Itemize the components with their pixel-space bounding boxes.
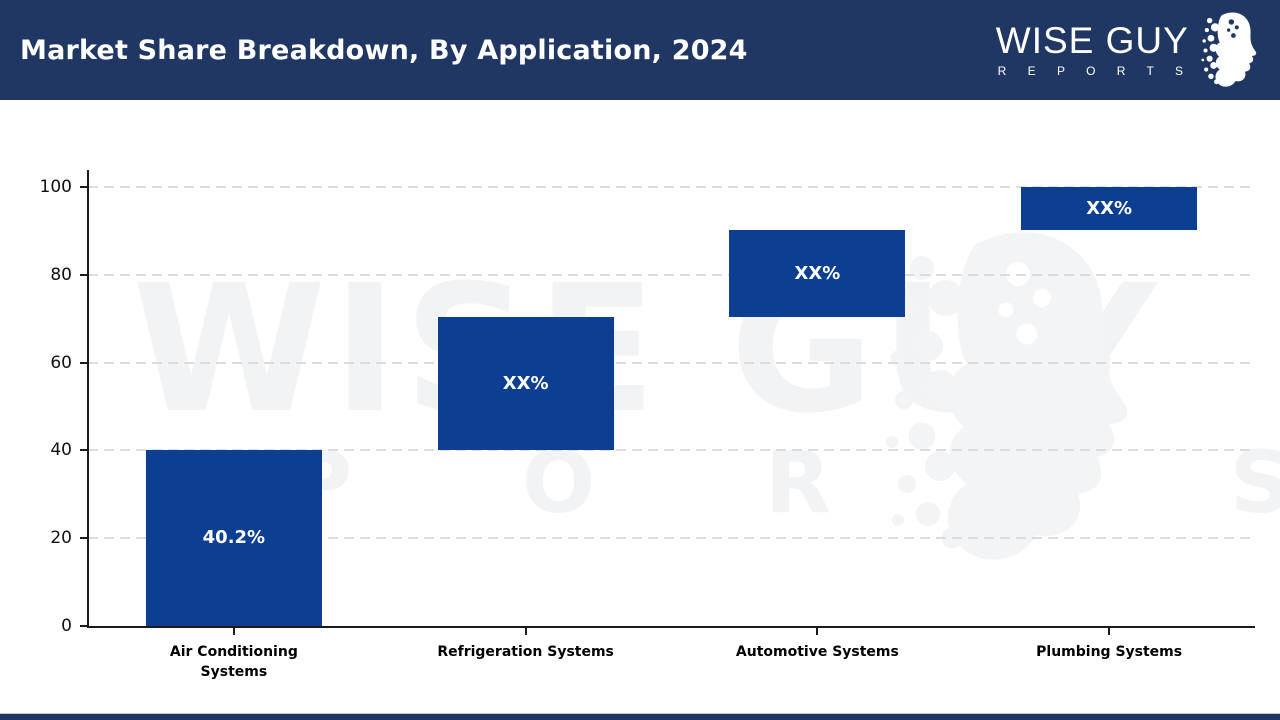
x-tick-mark [232,628,235,635]
x-category-label: Air Conditioning Systems [169,644,298,680]
gridline [88,537,1255,540]
bar-value-label: 40.2% [202,527,266,549]
x-tick-mark [524,628,527,635]
y-tick-label: 20 [50,528,72,549]
gridline [88,361,1255,364]
y-tick-mark [80,186,88,188]
bar-segment: 40.2% [145,449,322,626]
x-category-label: Automotive Systems [735,644,899,660]
x-category-label: Refrigeration Systems [437,644,614,660]
bar-value-label: XX% [502,372,549,394]
x-tick-mark [816,628,819,635]
y-axis-line [87,170,89,628]
x-axis-line [87,626,1255,628]
y-tick-label: 60 [50,352,72,373]
y-tick-mark [80,449,88,452]
gridline [88,449,1255,452]
x-category-label: Plumbing Systems [1036,644,1183,660]
header: Market Share Breakdown, By Application, … [0,0,1280,100]
bar-value-label: XX% [1086,198,1133,219]
brand-face-icon [1196,11,1264,90]
brand-wordmark: WISE GUY R E P O R T S [993,22,1192,78]
bar-segment: XX% [437,316,614,450]
brand-subtext: R E P O R T S [997,64,1192,78]
x-tick-mark [1108,628,1111,635]
bar-segment: XX% [729,230,906,317]
y-tick-label: 80 [50,264,72,285]
y-tick-label: 100 [39,177,72,197]
bar-value-label: XX% [794,262,841,284]
y-tick-label: 0 [61,616,72,636]
gridline [88,273,1255,276]
page-title: Market Share Breakdown, By Application, … [20,34,748,66]
bar-segment: XX% [1021,187,1198,231]
gridline [88,186,1255,188]
y-tick-mark [80,537,88,540]
footer-bar [0,713,1280,720]
watermark-text-line2: P O R T S [289,433,1280,533]
y-tick-label: 40 [50,440,72,461]
brand-name: WISE GUY [995,20,1189,61]
y-tick-mark [80,361,88,364]
y-tick-mark [80,625,88,627]
brand-logo: WISE GUY R E P O R T S [993,11,1264,90]
y-tick-mark [80,273,88,276]
watermark-face-icon [862,226,1162,578]
